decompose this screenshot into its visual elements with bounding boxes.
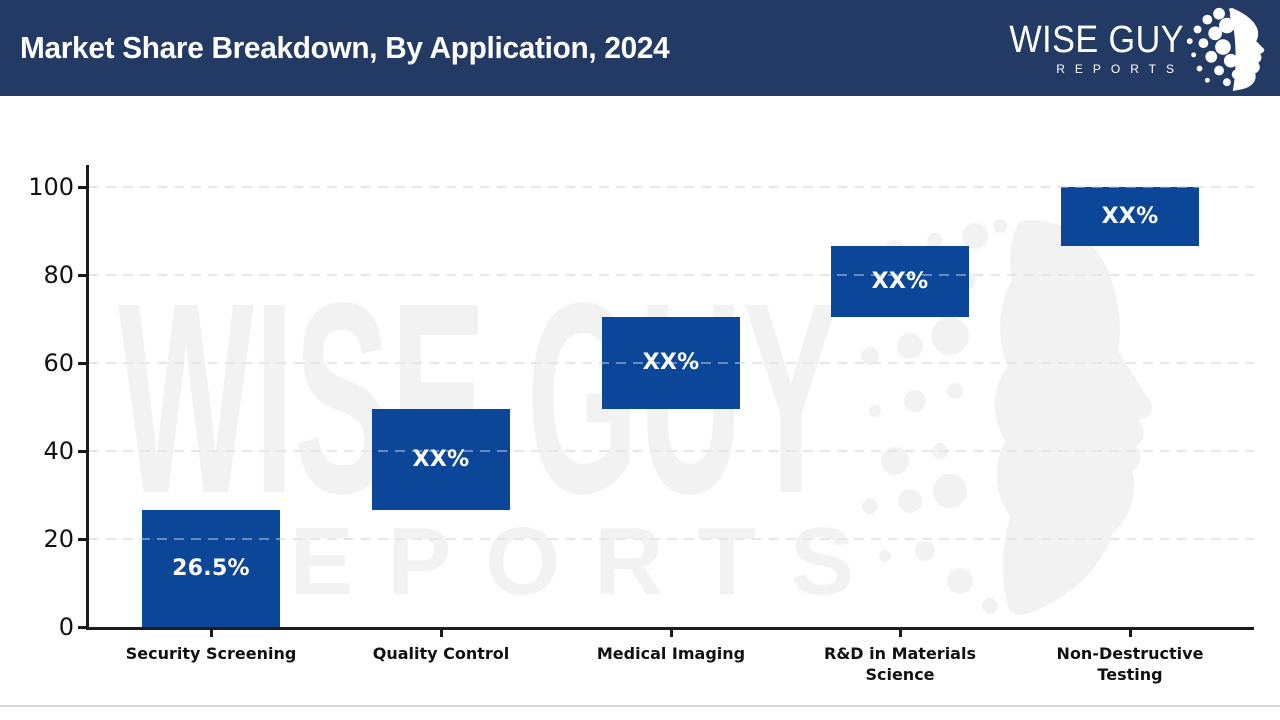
y-axis-tick: [78, 274, 86, 277]
gridline: [89, 274, 1254, 276]
bottom-divider: [0, 705, 1280, 707]
waterfall-chart: 0 20 40 60 80 100 26.5% Security Screening XX% Qu…: [0, 96, 1280, 707]
category-label-line: Testing: [1097, 665, 1163, 684]
x-axis-tick: [209, 630, 213, 637]
gridline: [89, 186, 1254, 188]
gridline-overlay: [89, 274, 1254, 276]
head-logo-icon: [1186, 7, 1265, 92]
bar-value-label: XX%: [642, 350, 700, 375]
y-axis-spine: [86, 165, 89, 630]
bar-value-label: XX%: [1101, 203, 1159, 229]
y-axis-tick-label: 60: [43, 349, 74, 377]
category-label-quality-control: Quality Control: [321, 643, 561, 664]
y-axis-tick: [78, 626, 86, 629]
y-axis-tick-label: 40: [43, 437, 74, 465]
logo-text: WISE GUY REPORTS: [990, 21, 1184, 76]
y-axis-tick-label: 80: [43, 261, 74, 289]
category-label-non-destructive-testing: Non-Destructive Testing: [1010, 643, 1250, 685]
gridline-overlay: [89, 362, 1254, 364]
y-axis-tick: [78, 362, 86, 365]
chart-area: WISE GUY REPORTS 0 20 40 60 80 100 26.5% Securi…: [0, 96, 1280, 707]
y-axis-tick-label: 100: [28, 173, 74, 201]
category-label-security-screening: Security Screening: [91, 643, 331, 664]
y-axis-tick: [78, 450, 86, 453]
bar-value-label: XX%: [871, 268, 929, 294]
logo-subtext: REPORTS: [1056, 61, 1184, 76]
category-label-r-d-in-materials-science: R&D in Materials Science: [780, 643, 1020, 685]
gridline: [89, 450, 1254, 452]
page-title: Market Share Breakdown, By Application, …: [20, 30, 670, 65]
y-axis-tick-label: 20: [43, 525, 74, 553]
gridline-overlay: [89, 186, 1254, 188]
bar-medical-imaging: [602, 316, 740, 410]
x-axis-tick: [1128, 630, 1132, 637]
gridline-overlay: [89, 450, 1254, 452]
category-label-line: Science: [865, 665, 935, 684]
bar-value-label: 26.5%: [172, 555, 250, 581]
logo-wordmark: WISE GUY: [1009, 18, 1184, 61]
y-axis-tick-label: 0: [58, 613, 74, 641]
x-axis-tick: [439, 630, 443, 637]
category-label-line: Quality Control: [372, 644, 510, 663]
category-label-line: R&D in Materials: [824, 644, 976, 663]
x-axis-spine: [86, 627, 1254, 630]
category-label-line: Non-Destructive: [1056, 644, 1204, 663]
y-axis-tick: [78, 186, 86, 189]
category-label-line: Security Screening: [125, 644, 297, 663]
category-label-medical-imaging: Medical Imaging: [551, 643, 791, 664]
x-axis-tick: [669, 630, 673, 637]
bar-security-screening: [142, 510, 280, 627]
bar-value-label: XX%: [412, 446, 470, 472]
wise-guy-logo: WISE GUY REPORTS: [990, 4, 1266, 92]
category-label-line: Medical Imaging: [596, 644, 746, 663]
header: Market Share Breakdown, By Application, …: [0, 0, 1280, 96]
gridline-overlay: [89, 538, 1254, 540]
y-axis-tick: [78, 538, 86, 541]
gridline: [89, 538, 1254, 540]
x-axis-tick: [898, 630, 902, 637]
bar-quality-control: [372, 409, 510, 511]
